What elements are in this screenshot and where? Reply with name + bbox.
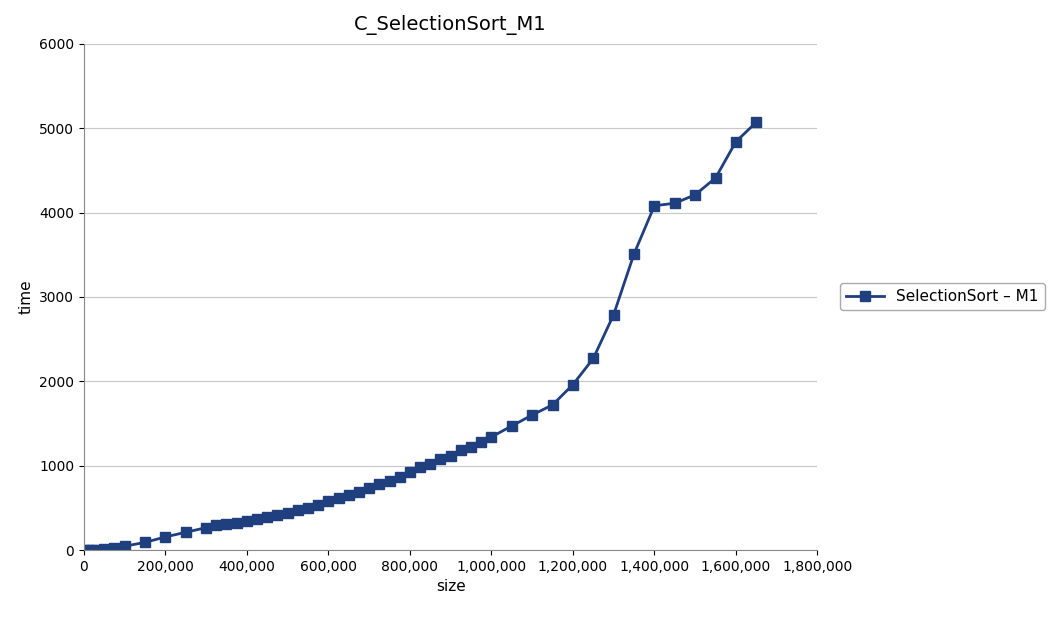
SelectionSort – M1 bbox=[343, 491, 355, 499]
Title: C_SelectionSort_M1: C_SelectionSort_M1 bbox=[354, 15, 547, 35]
SelectionSort – M1 bbox=[78, 546, 90, 554]
SelectionSort – M1 bbox=[414, 464, 427, 471]
Line: SelectionSort – M1: SelectionSort – M1 bbox=[79, 118, 761, 555]
Legend: SelectionSort – M1: SelectionSort – M1 bbox=[839, 283, 1045, 311]
SelectionSort – M1 bbox=[97, 545, 110, 552]
X-axis label: size: size bbox=[436, 579, 465, 594]
Y-axis label: time: time bbox=[19, 279, 34, 314]
SelectionSort – M1 bbox=[434, 455, 446, 462]
SelectionSort – M1 bbox=[669, 199, 681, 207]
SelectionSort – M1 bbox=[281, 509, 293, 517]
SelectionSort – M1 bbox=[750, 119, 763, 126]
